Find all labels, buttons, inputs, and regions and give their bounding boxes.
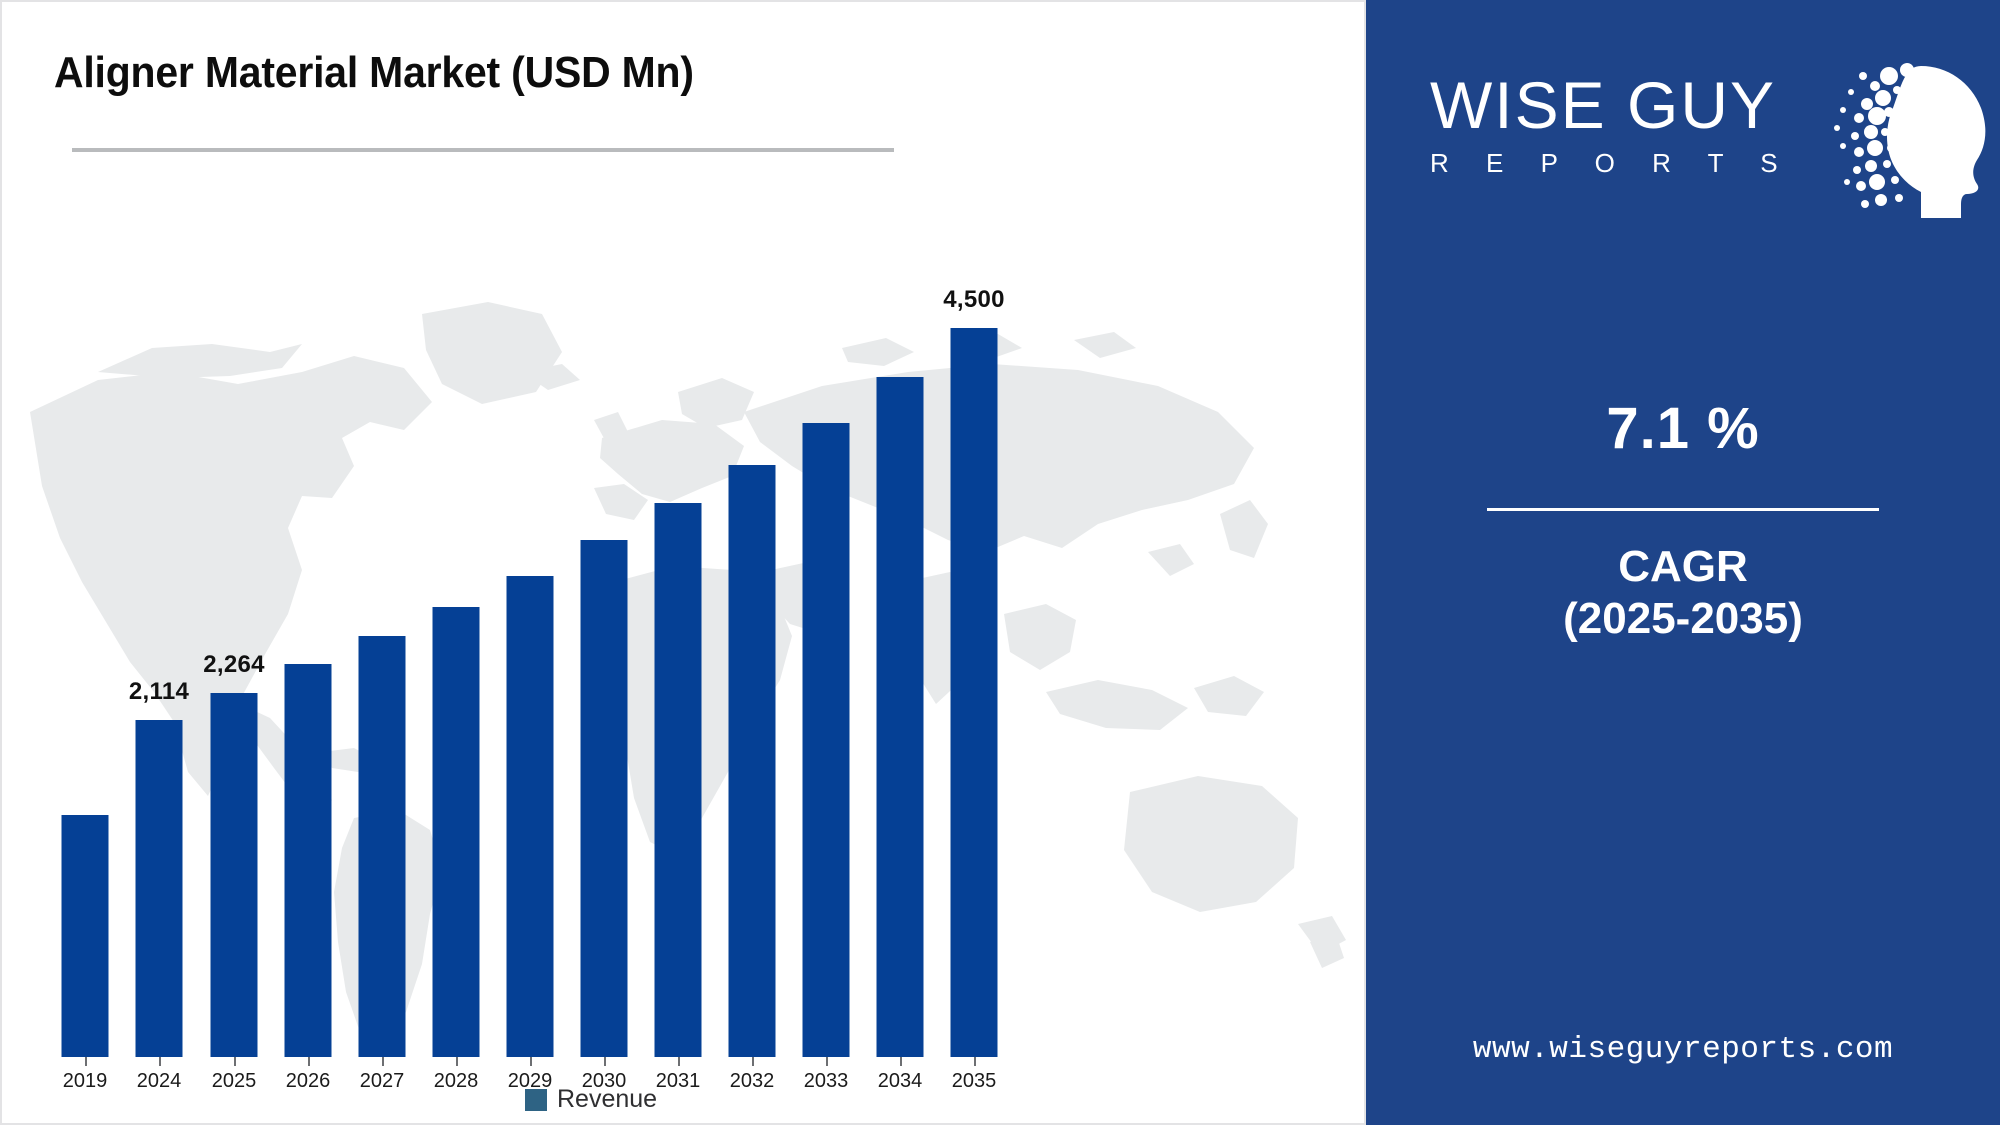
bar-2027[interactable] xyxy=(358,636,406,1057)
bar-2026[interactable] xyxy=(284,664,332,1057)
bar-chart-plot: 2,114 2,264 4,500 xyxy=(2,182,1364,1057)
bar-2032[interactable] xyxy=(728,465,776,1057)
bar-group-2034 xyxy=(852,182,948,1057)
x-axis-label-2032: 2032 xyxy=(729,1070,775,1092)
x-axis-label-2024: 2024 xyxy=(136,1070,182,1092)
cagr-caption-line1: CAGR xyxy=(1618,542,1748,591)
x-axis-label-2028: 2028 xyxy=(433,1070,479,1092)
bar-value-label-2024: 2,114 xyxy=(128,678,190,705)
wiseguy-logo[interactable]: WISE GUY R E P O R T S xyxy=(1366,60,2000,220)
bar-group-2033 xyxy=(778,182,874,1057)
bar-2031[interactable] xyxy=(654,503,702,1057)
x-axis-label-2031: 2031 xyxy=(655,1070,701,1092)
x-tick-2025 xyxy=(234,1057,236,1066)
bar-group-2019 xyxy=(37,182,133,1057)
cagr-caption: CAGR (2025-2035) xyxy=(1366,541,2000,645)
x-axis-label-2035: 2035 xyxy=(951,1070,997,1092)
x-tick-2026 xyxy=(308,1057,310,1066)
bar-group-2029 xyxy=(482,182,578,1057)
bar-group-2032 xyxy=(704,182,800,1057)
cagr-value: 7.1 % xyxy=(1606,396,1760,461)
chart-panel: Aligner Material Market (USD Mn) xyxy=(0,0,1366,1125)
bar-group-2035: 4,500 xyxy=(926,182,1022,1057)
x-tick-2032 xyxy=(752,1057,754,1066)
bar-group-2028 xyxy=(408,182,504,1057)
bar-group-2026 xyxy=(260,182,356,1057)
x-tick-2028 xyxy=(456,1057,458,1066)
x-axis-label-2033: 2033 xyxy=(803,1070,849,1092)
x-tick-2033 xyxy=(826,1057,828,1066)
dotted-head-silhouette-icon xyxy=(1771,60,1996,220)
chart-legend: Revenue xyxy=(525,1085,657,1114)
title-divider xyxy=(72,148,894,152)
bar-group-2031 xyxy=(630,182,726,1057)
page-title: Aligner Material Market (USD Mn) xyxy=(54,48,694,97)
brand-panel: WISE GUY R E P O R T S xyxy=(1366,0,2000,1125)
x-axis-label-2027: 2027 xyxy=(359,1070,405,1092)
x-tick-2019 xyxy=(85,1057,87,1066)
x-axis-label-2019: 2019 xyxy=(62,1070,108,1092)
x-axis-label-2034: 2034 xyxy=(877,1070,923,1092)
cagr-divider xyxy=(1487,508,1879,511)
logo-wordmark: WISE GUY R E P O R T S xyxy=(1430,72,1850,179)
bar-2034[interactable] xyxy=(876,377,924,1057)
x-axis-label-2030: 2030 xyxy=(581,1070,627,1092)
x-axis-label-2026: 2026 xyxy=(285,1070,331,1092)
cagr-block: 7.1 % CAGR (2025-2035) xyxy=(1366,400,2000,645)
bar-value-label-2035: 4,500 xyxy=(943,286,1005,313)
bar-2019[interactable] xyxy=(61,815,109,1057)
bar-2025[interactable] xyxy=(210,693,258,1057)
bar-2035[interactable] xyxy=(950,328,998,1057)
bar-group-2024: 2,114 xyxy=(111,182,207,1057)
bar-group-2030 xyxy=(556,182,652,1057)
x-axis-label-2025: 2025 xyxy=(211,1070,257,1092)
x-axis-label-2029: 2029 xyxy=(507,1070,553,1092)
x-axis-line xyxy=(2,1057,1364,1059)
x-tick-2024 xyxy=(159,1057,161,1066)
website-url[interactable]: www.wiseguyreports.com xyxy=(1472,1032,1894,1067)
legend-swatch-revenue xyxy=(525,1088,547,1111)
logo-primary-text: WISE GUY xyxy=(1430,68,1777,142)
bar-group-2025: 2,264 xyxy=(186,182,282,1057)
logo-secondary-text: R E P O R T S xyxy=(1430,148,1793,178)
cagr-caption-line2: (2025-2035) xyxy=(1563,593,1803,643)
bar-2028[interactable] xyxy=(432,607,480,1057)
x-tick-2031 xyxy=(678,1057,680,1066)
x-tick-2035 xyxy=(974,1057,976,1066)
bar-2030[interactable] xyxy=(580,540,628,1057)
legend-label-revenue: Revenue xyxy=(557,1085,658,1113)
x-tick-2034 xyxy=(900,1057,902,1066)
bar-2024[interactable] xyxy=(135,720,183,1057)
bar-group-2027 xyxy=(334,182,430,1057)
bar-2029[interactable] xyxy=(506,576,554,1057)
x-tick-2027 xyxy=(382,1057,384,1066)
x-tick-2030 xyxy=(604,1057,606,1066)
bar-value-label-2025: 2,264 xyxy=(203,651,265,678)
x-tick-2029 xyxy=(530,1057,532,1066)
bar-2033[interactable] xyxy=(802,423,850,1057)
